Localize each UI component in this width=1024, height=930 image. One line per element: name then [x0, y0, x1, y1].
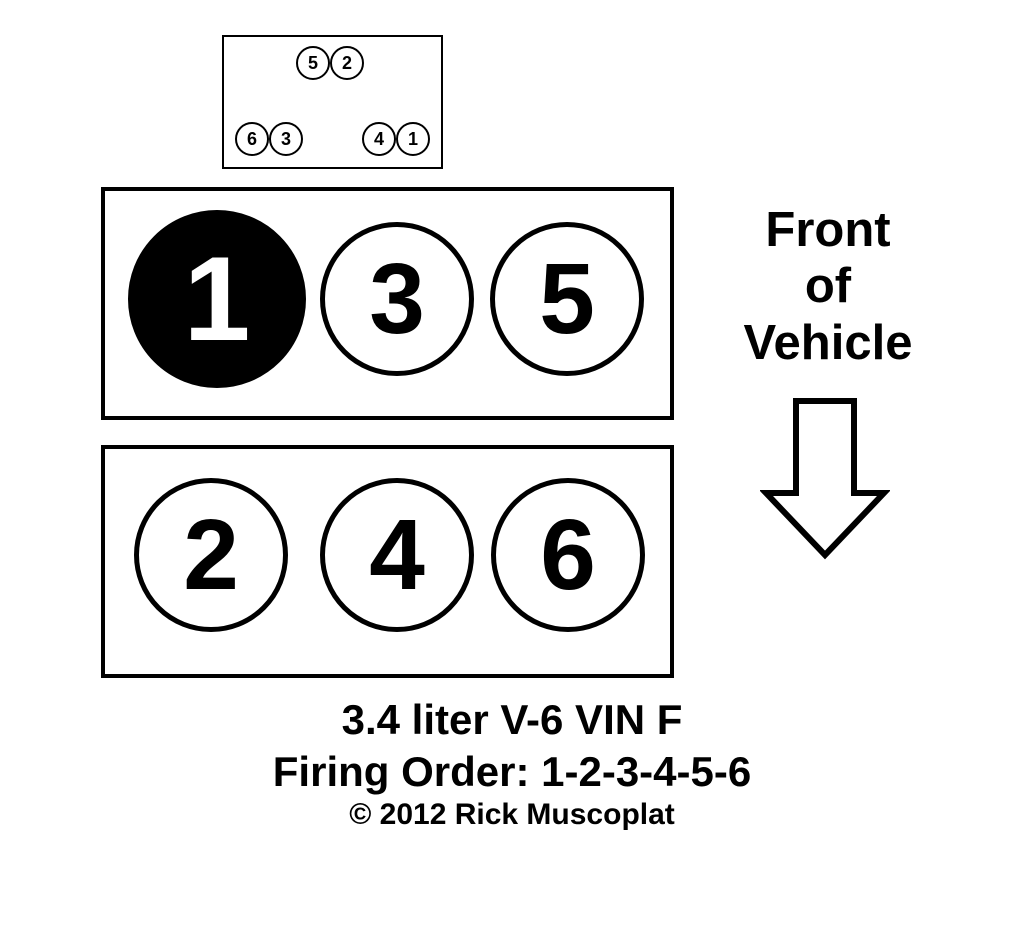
cylinder-label: 6 — [540, 498, 596, 613]
cylinder-2: 2 — [134, 478, 288, 632]
front-of-vehicle-label: Front of Vehicle — [698, 202, 958, 371]
coil-label: 1 — [408, 129, 418, 150]
cylinder-label: 3 — [369, 242, 425, 357]
coil-label: 3 — [281, 129, 291, 150]
coil-label: 5 — [308, 53, 318, 74]
copyright-text: © 2012 Rick Muscoplat — [0, 798, 1024, 832]
coil-label: 6 — [247, 129, 257, 150]
coil-terminal-1: 1 — [396, 122, 430, 156]
cylinder-label: 4 — [369, 498, 425, 613]
coil-terminal-3: 3 — [269, 122, 303, 156]
cylinder-label: 1 — [184, 230, 251, 368]
coil-terminal-6: 6 — [235, 122, 269, 156]
coil-label: 4 — [374, 129, 384, 150]
coil-terminal-2: 2 — [330, 46, 364, 80]
down-arrow-icon — [760, 395, 890, 565]
cylinder-4: 4 — [320, 478, 474, 632]
front-label-line: Front — [698, 202, 958, 258]
cylinder-label: 5 — [539, 242, 595, 357]
engine-caption-line1: 3.4 liter V-6 VIN F — [0, 696, 1024, 744]
cylinder-1: 1 — [128, 210, 306, 388]
coil-terminal-4: 4 — [362, 122, 396, 156]
cylinder-5: 5 — [490, 222, 644, 376]
engine-caption-line2: Firing Order: 1-2-3-4-5-6 — [0, 748, 1024, 796]
front-label-line: of — [698, 258, 958, 314]
cylinder-6: 6 — [491, 478, 645, 632]
front-label-line: Vehicle — [698, 315, 958, 371]
coil-label: 2 — [342, 53, 352, 74]
coil-terminal-5: 5 — [296, 46, 330, 80]
cylinder-3: 3 — [320, 222, 474, 376]
cylinder-label: 2 — [183, 498, 239, 613]
